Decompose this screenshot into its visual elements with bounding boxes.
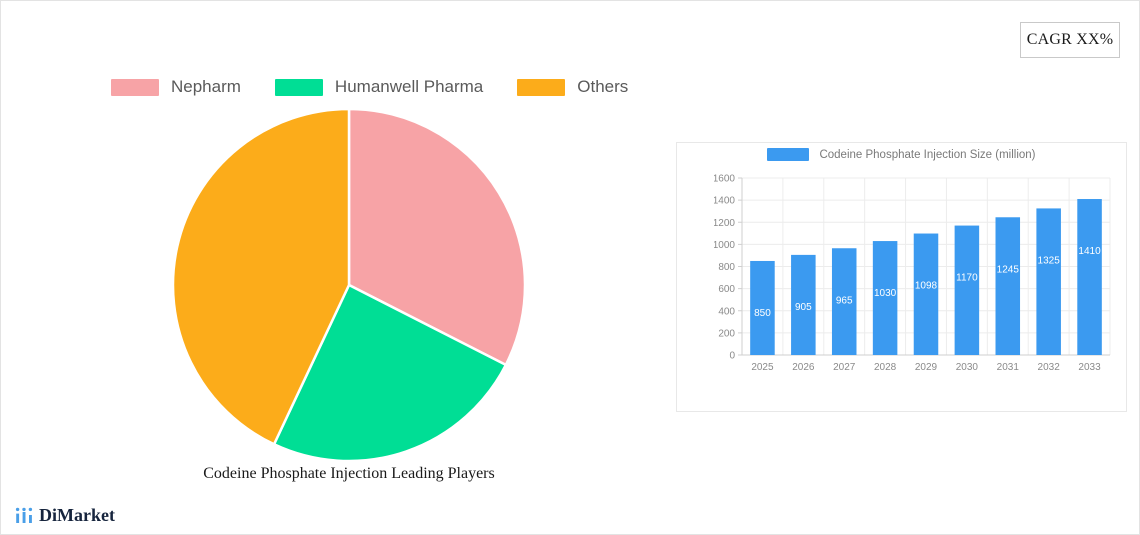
pie-legend-item-nepharm[interactable]: Nepharm bbox=[111, 77, 241, 97]
pie-chart bbox=[173, 109, 525, 461]
bar-value-label: 965 bbox=[836, 295, 853, 306]
bar-value-label: 905 bbox=[795, 302, 812, 313]
legend-swatch-icon bbox=[274, 78, 323, 96]
legend-swatch-icon bbox=[111, 78, 159, 96]
y-axis-tick-label: 200 bbox=[718, 328, 735, 339]
x-axis-tick-label: 2026 bbox=[792, 362, 815, 373]
x-axis-tick-label: 2028 bbox=[874, 362, 897, 373]
y-axis-tick-label: 400 bbox=[718, 306, 735, 317]
x-axis-tick-label: 2025 bbox=[751, 362, 774, 373]
pie-legend-label: Humanwell Pharma bbox=[334, 77, 484, 96]
y-axis-tick-label: 600 bbox=[718, 284, 735, 295]
cagr-badge-label: CAGR XX% bbox=[1026, 31, 1114, 48]
bar-chart-svg: 0 200 400 600 800 1000 1200 1400 1600 850 905 965 1… bbox=[714, 174, 1111, 373]
bar[interactable] bbox=[913, 233, 939, 355]
pie-slice[interactable] bbox=[347, 109, 525, 367]
bar-legend: Codeine Phosphate Injection Size (millio… bbox=[677, 148, 1126, 161]
y-axis-tick-label: 1400 bbox=[714, 196, 735, 207]
bar[interactable] bbox=[1077, 199, 1102, 355]
x-axis-tick-label: 2032 bbox=[1038, 362, 1061, 373]
bar[interactable] bbox=[1036, 208, 1061, 355]
pie-legend-label: Nepharm bbox=[171, 77, 241, 96]
pie-legend-item-humanwell-pharma[interactable]: Humanwell Pharma bbox=[274, 77, 484, 97]
y-axis-tick-label: 800 bbox=[718, 262, 735, 273]
bar-value-label: 1245 bbox=[997, 264, 1020, 275]
pie-legend-label: Others bbox=[577, 77, 629, 96]
y-axis-tick-label: 1200 bbox=[714, 218, 735, 229]
bar-legend-label: Codeine Phosphate Injection Size (millio… bbox=[819, 148, 1036, 161]
cagr-badge: CAGR XX% bbox=[1020, 22, 1120, 58]
pie-slice[interactable] bbox=[272, 283, 508, 461]
x-axis-tick-label: 2027 bbox=[833, 362, 856, 373]
bar-value-label: 1325 bbox=[1038, 255, 1061, 266]
x-axis-tick-label: 2029 bbox=[915, 362, 938, 373]
pie-chart-svg bbox=[173, 109, 525, 461]
bar-chart-icon bbox=[15, 507, 33, 523]
bar[interactable] bbox=[791, 254, 816, 355]
x-axis-tick-label: 2030 bbox=[956, 362, 979, 373]
legend-swatch-icon bbox=[517, 78, 566, 96]
bar-chart-plot: 0 200 400 600 800 1000 1200 1400 1600 850 905 965 1… bbox=[714, 172, 1114, 381]
bar[interactable] bbox=[750, 260, 775, 355]
x-axis-tick-label: 2033 bbox=[1078, 362, 1101, 373]
y-axis-tick-label: 1000 bbox=[714, 240, 735, 251]
bar[interactable] bbox=[995, 217, 1021, 355]
pie-legend-item-others[interactable]: Others bbox=[517, 77, 628, 97]
bar-value-label: 1170 bbox=[956, 273, 978, 284]
y-axis-tick-label: 0 bbox=[729, 351, 735, 362]
bar-chart-panel: Codeine Phosphate Injection Size (millio… bbox=[676, 142, 1127, 412]
bar[interactable] bbox=[872, 241, 898, 355]
bar-value-label: 850 bbox=[754, 308, 771, 319]
pie-legend: Nepharm Humanwell Pharma Others bbox=[111, 75, 628, 99]
bar-legend-item-size[interactable]: Codeine Phosphate Injection Size (millio… bbox=[767, 148, 1036, 161]
y-axis-tick-label: 1600 bbox=[714, 174, 735, 185]
x-axis-tick-label: 2031 bbox=[997, 362, 1020, 373]
bar[interactable] bbox=[954, 225, 980, 355]
bar[interactable] bbox=[831, 248, 857, 355]
bar-value-label: 1410 bbox=[1078, 246, 1101, 257]
bar-value-label: 1030 bbox=[874, 288, 897, 299]
brand-logo-text: DiMarket bbox=[39, 505, 115, 525]
pie-chart-caption: Codeine Phosphate Injection Leading Play… bbox=[203, 465, 495, 482]
bar-value-label: 1098 bbox=[915, 281, 938, 292]
pie-slice[interactable] bbox=[173, 109, 351, 446]
brand-logo: DiMarket bbox=[15, 506, 115, 524]
legend-swatch-icon bbox=[767, 148, 810, 161]
